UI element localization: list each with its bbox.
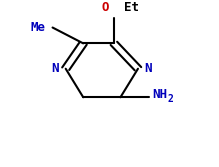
- Text: Me: Me: [31, 21, 46, 34]
- Text: N: N: [145, 62, 152, 75]
- Text: 2: 2: [168, 94, 173, 104]
- Text: O: O: [102, 1, 110, 14]
- Text: NH: NH: [152, 88, 167, 101]
- Text: N: N: [52, 62, 59, 75]
- Text: Et: Et: [124, 1, 139, 14]
